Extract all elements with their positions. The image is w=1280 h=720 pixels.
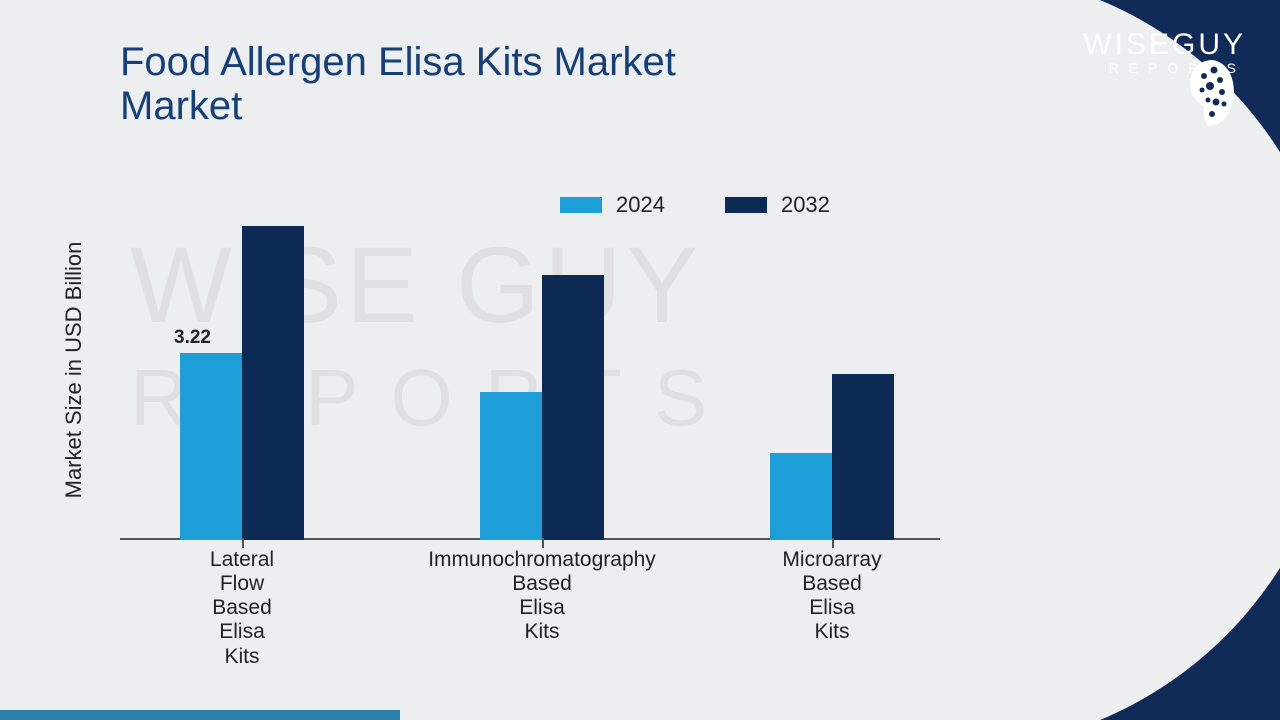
page-root: WISEGUY REPORTS Food Allergen Elisa Kits…	[0, 0, 1280, 720]
brand-logo: WISEGUY REPORTS	[1083, 28, 1246, 76]
bar	[480, 392, 542, 540]
x-axis-category-label: MicroarrayBasedElisaKits	[782, 548, 881, 645]
x-axis-category-label: LateralFlowBasedElisaKits	[210, 548, 274, 669]
bar-group	[480, 275, 604, 540]
x-tick	[832, 538, 834, 548]
legend-label-2024: 2024	[616, 192, 665, 218]
chart-title: Food Allergen Elisa Kits Market Market	[120, 40, 780, 128]
head-icon	[1182, 58, 1236, 128]
bar: 3.22	[180, 353, 242, 540]
bar-value-label: 3.22	[174, 327, 211, 349]
legend: 2024 2032	[560, 192, 830, 218]
bottom-accent-strip	[0, 710, 400, 720]
bar	[242, 226, 304, 540]
x-tick	[242, 538, 244, 548]
bar-group: 3.22	[180, 226, 304, 540]
legend-label-2032: 2032	[781, 192, 830, 218]
y-axis-label: Market Size in USD Billion	[61, 242, 87, 499]
bar	[832, 374, 894, 540]
legend-swatch-2024	[560, 197, 602, 213]
legend-swatch-2032	[725, 197, 767, 213]
bar-group	[770, 374, 894, 540]
bar	[542, 275, 604, 540]
plot-area: 3.22	[120, 220, 940, 540]
chart-area: 3.22	[120, 220, 940, 540]
legend-item-2032: 2032	[725, 192, 830, 218]
x-tick	[542, 538, 544, 548]
x-axis-category-label: ImmunochromatographyBasedElisaKits	[428, 548, 656, 645]
logo-text-top: WISEGUY	[1083, 28, 1246, 62]
legend-item-2024: 2024	[560, 192, 665, 218]
bar	[770, 453, 832, 540]
